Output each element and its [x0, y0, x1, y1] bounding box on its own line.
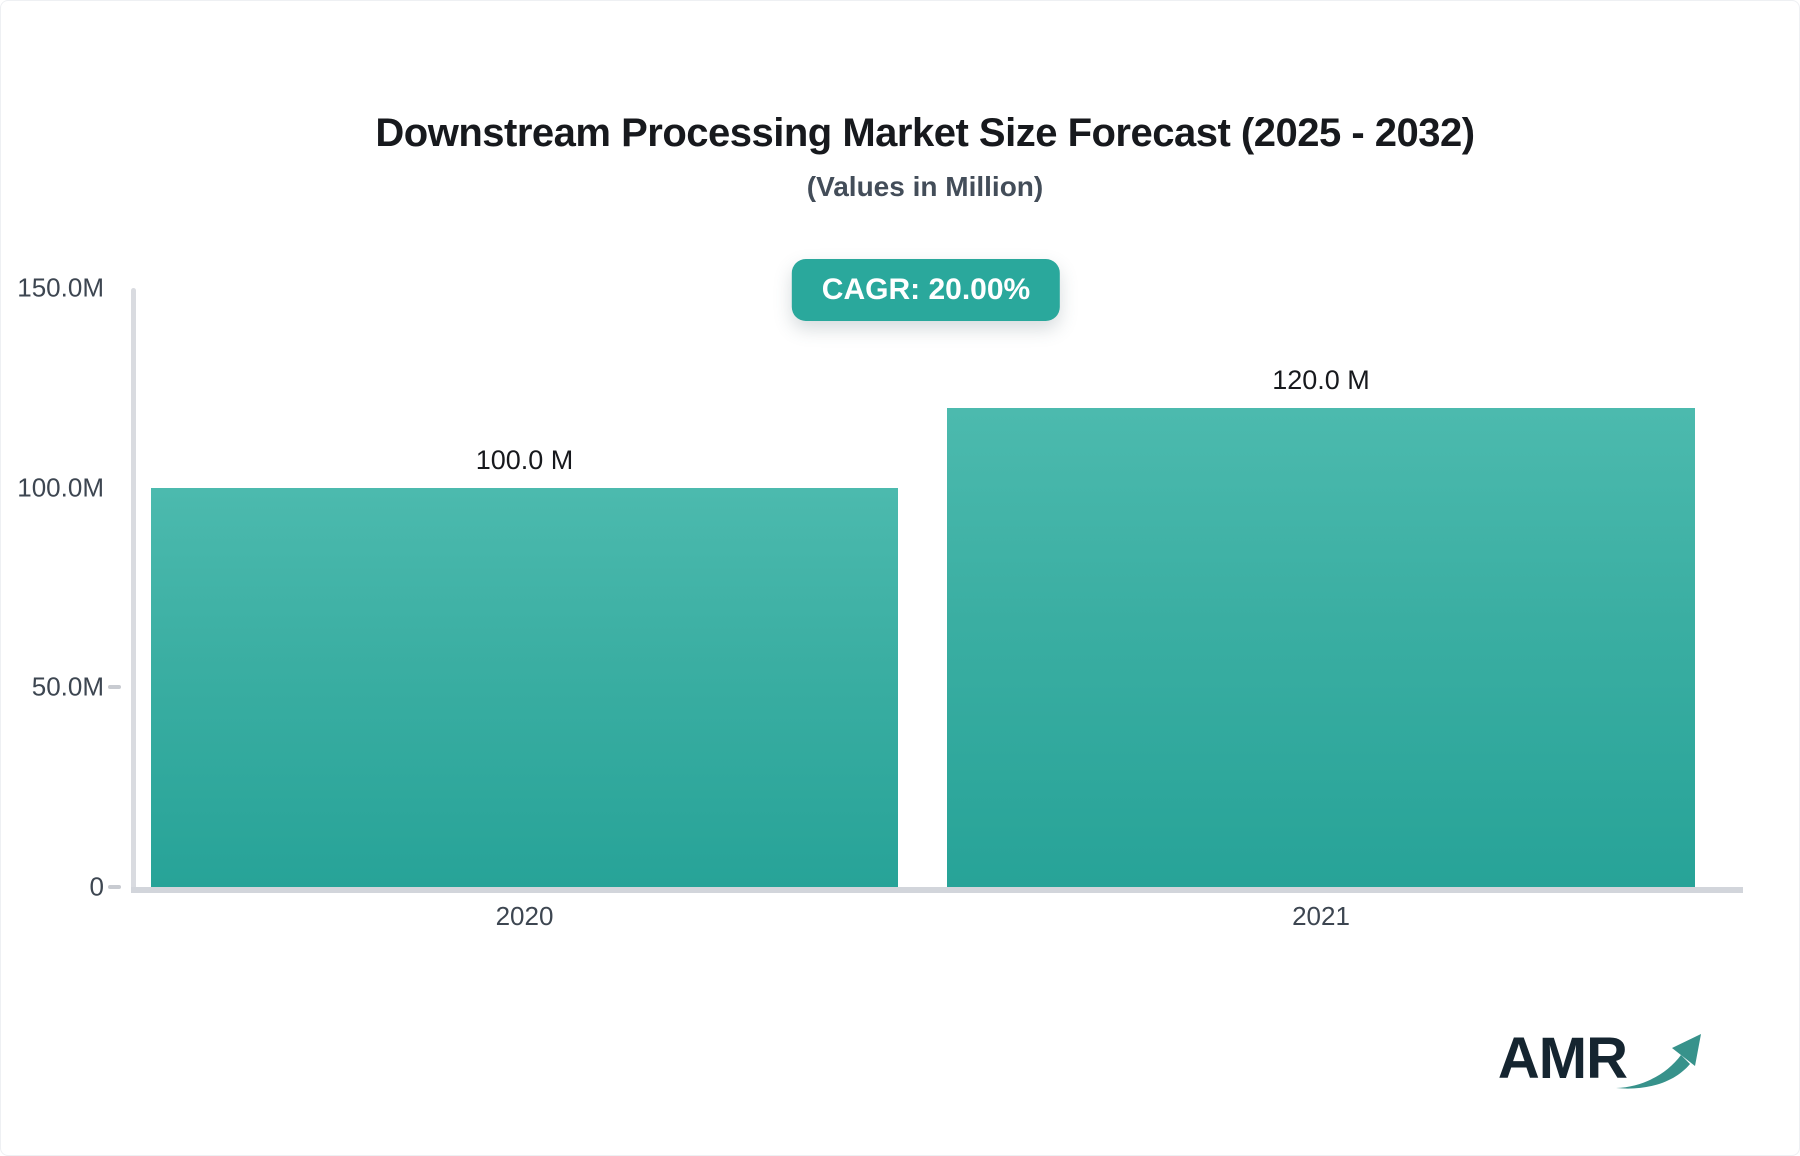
cagr-badge-label: CAGR: 20.00% [821, 273, 1031, 306]
amr-logo: AMR [1498, 1027, 1701, 1091]
chart-title: Downstream Processing Market Size Foreca… [375, 111, 1475, 155]
amr-logo-text: AMR [1497, 1026, 1628, 1091]
bar-2020 [151, 487, 898, 887]
x-axis-label: 2020 [495, 901, 554, 931]
bar-value-label: 120.0 M [1272, 364, 1370, 395]
bar-2021 [947, 407, 1695, 887]
cagr-badge: CAGR: 20.00% [791, 259, 1061, 321]
y-tick-mark [108, 885, 121, 889]
y-tick-label: 150.0M [17, 272, 104, 303]
x-axis-label: 2021 [1292, 901, 1350, 931]
y-tick-label: 50.0M [31, 671, 104, 702]
chart-subtitle: (Values in Million) [806, 171, 1044, 202]
bar-value-label: 100.0 M [475, 444, 574, 475]
y-tick-mark [108, 685, 121, 690]
y-tick-label: 100.0M [17, 472, 104, 503]
y-tick-label: 0 [89, 871, 104, 902]
growth-arrow-icon [1616, 1034, 1701, 1089]
x-axis-line [131, 887, 1743, 893]
y-axis-line [131, 288, 136, 892]
